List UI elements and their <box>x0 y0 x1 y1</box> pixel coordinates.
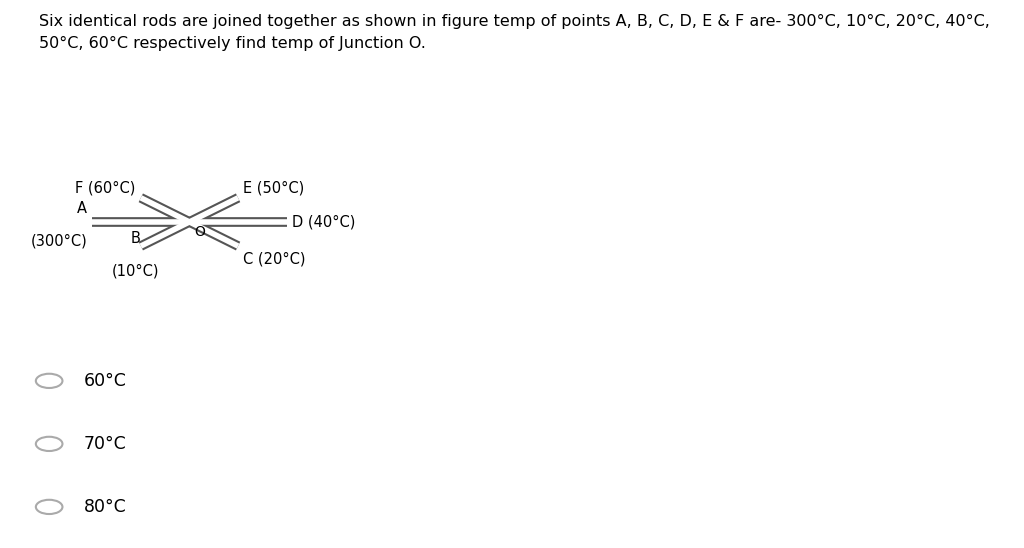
Text: 70°C: 70°C <box>84 435 127 453</box>
Text: (10°C): (10°C) <box>112 246 160 278</box>
Text: B: B <box>131 231 140 246</box>
Text: F (60°C): F (60°C) <box>76 180 135 195</box>
Text: O: O <box>195 225 205 239</box>
Text: A: A <box>77 202 87 216</box>
Text: D (40°C): D (40°C) <box>292 214 355 230</box>
Text: (300°C): (300°C) <box>31 216 87 249</box>
Text: Six identical rods are joined together as shown in figure temp of points A, B, C: Six identical rods are joined together a… <box>39 14 990 28</box>
Text: 80°C: 80°C <box>84 498 127 516</box>
Text: 50°C, 60°C respectively find temp of Junction O.: 50°C, 60°C respectively find temp of Jun… <box>39 36 426 50</box>
Text: E (50°C): E (50°C) <box>244 180 304 195</box>
Text: 60°C: 60°C <box>84 372 127 390</box>
Text: C (20°C): C (20°C) <box>244 252 306 266</box>
